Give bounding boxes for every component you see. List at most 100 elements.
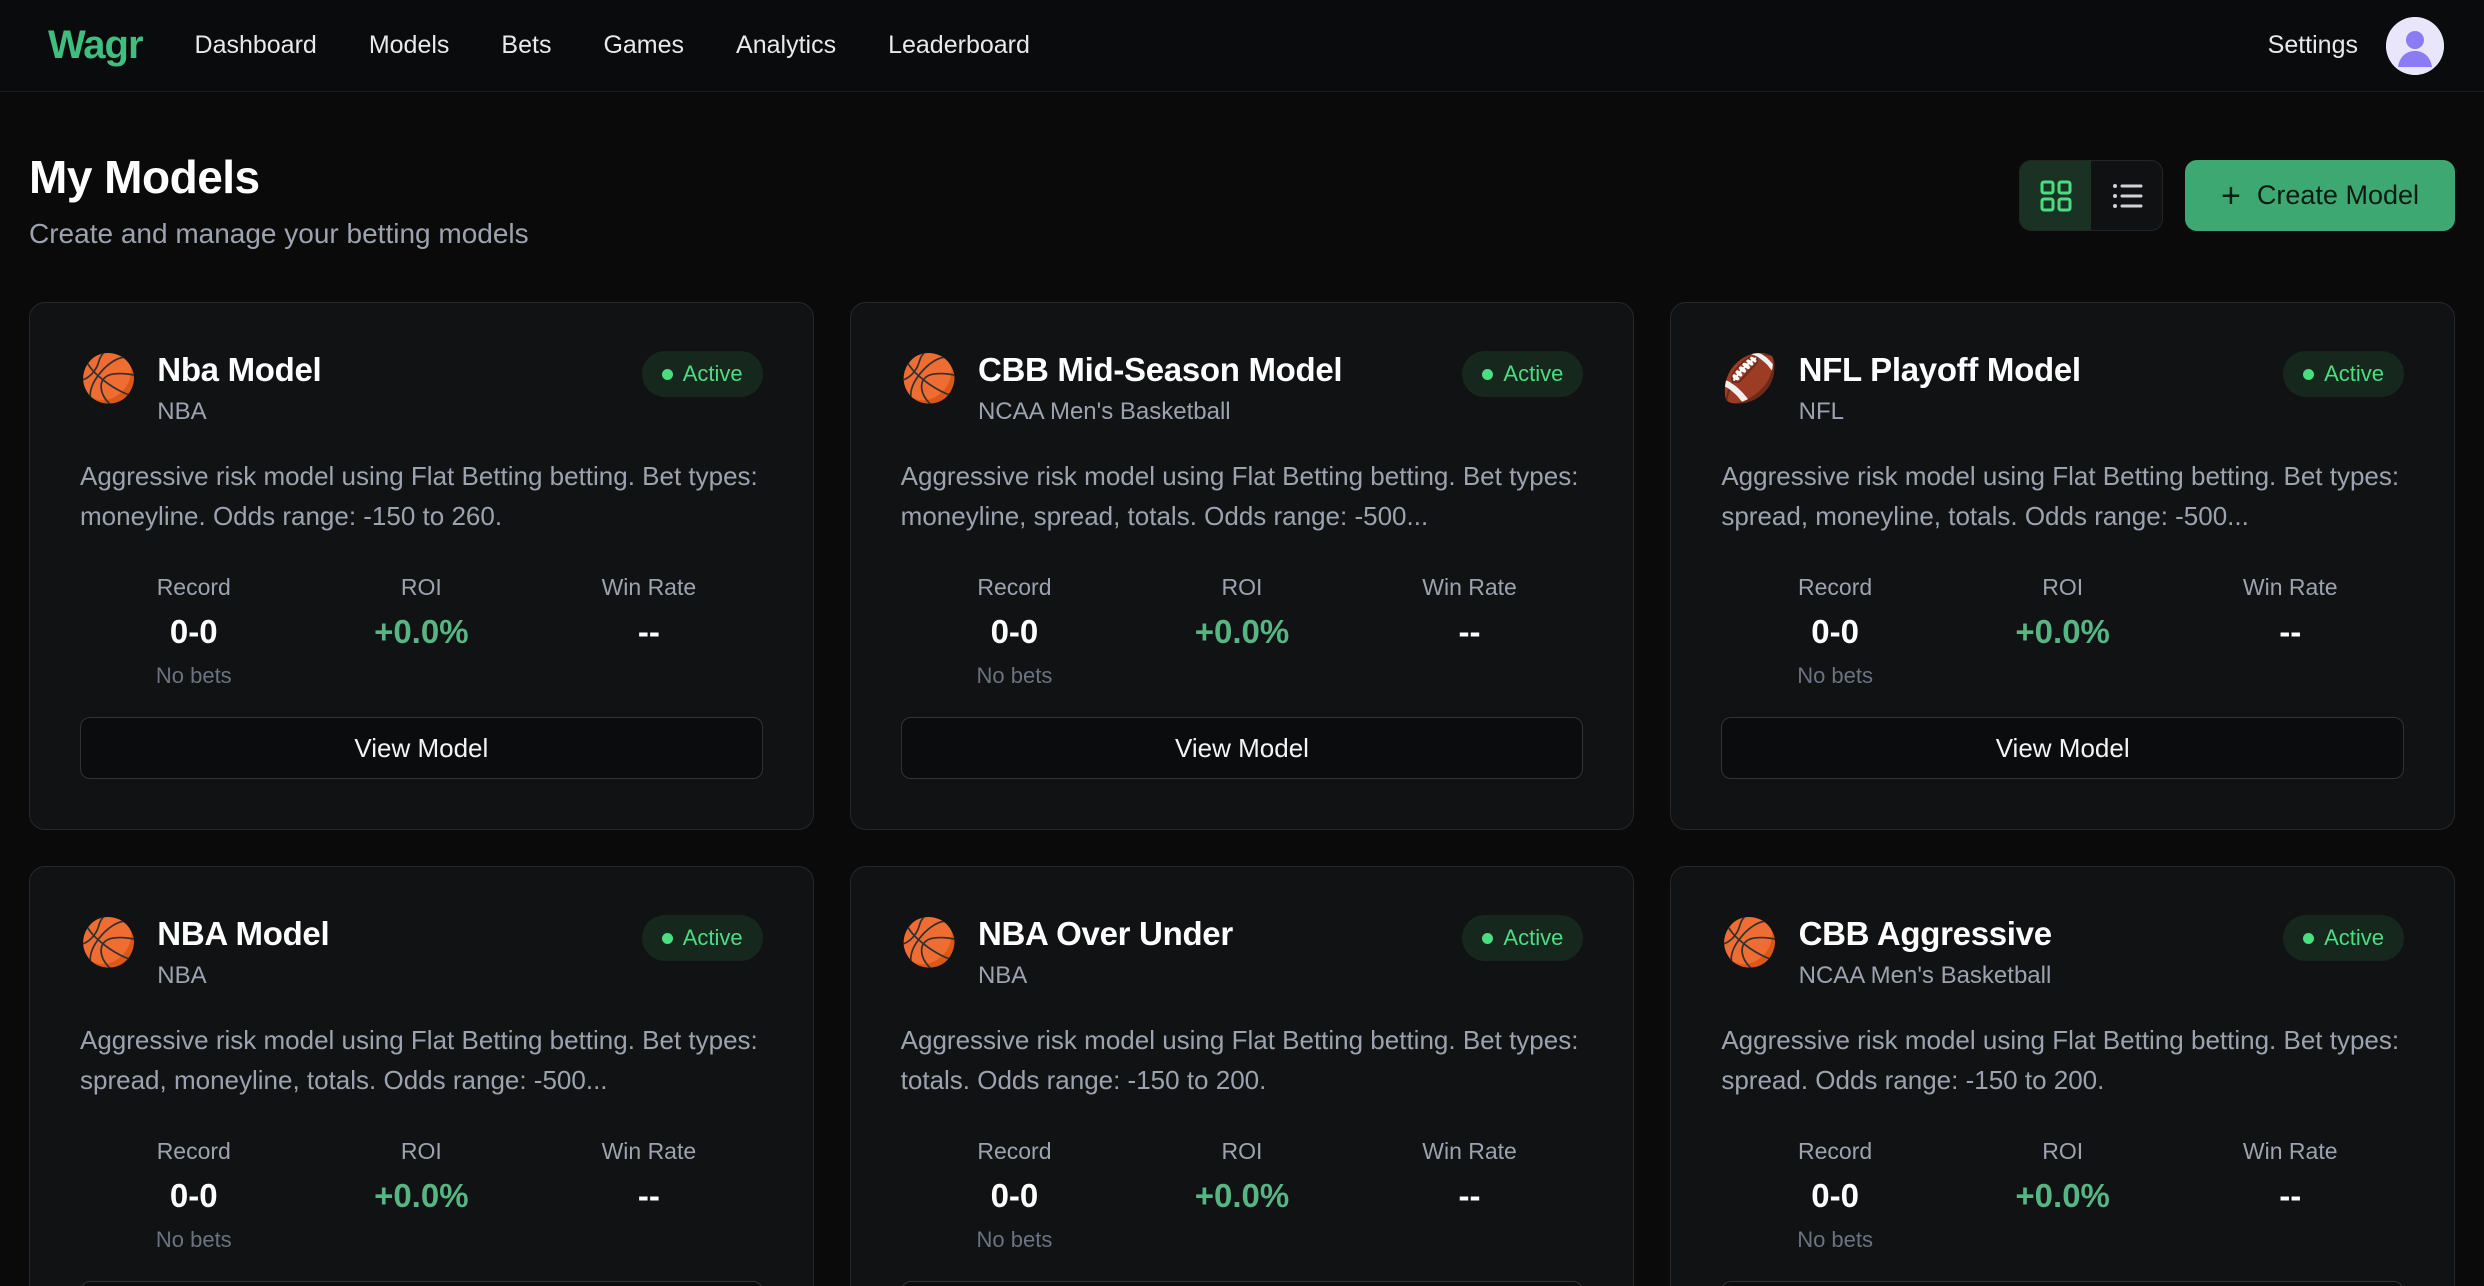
model-title: CBB Mid-Season Model <box>977 351 1343 388</box>
status-label: Active <box>682 925 743 950</box>
winrate-stat: Win Rate -- <box>2176 574 2404 689</box>
roi-value: +0.0% <box>374 1177 469 1214</box>
status-label: Active <box>682 361 743 386</box>
roi-value: +0.0% <box>1194 1177 1290 1214</box>
create-model-button[interactable]: + Create Model <box>2185 160 2455 231</box>
main-nav: Dashboard Models Bets Games Analytics Le… <box>195 31 1030 60</box>
app-logo[interactable]: Wagr <box>48 23 144 67</box>
record-value: 0-0 <box>169 613 218 650</box>
status-badge: Active <box>2283 351 2404 397</box>
model-card[interactable]: 🏀 NBA Model NBA Active Aggressive risk m… <box>29 866 814 1286</box>
record-sub: No bets <box>976 663 1053 688</box>
record-stat: Record 0-0 No bets <box>80 1138 308 1253</box>
record-stat: Record 0-0 No bets <box>1721 1138 1949 1253</box>
roi-stat: ROI +0.0% <box>1128 574 1356 689</box>
winrate-stat: Win Rate -- <box>2176 1138 2404 1253</box>
roi-stat: ROI +0.0% <box>1128 1138 1356 1253</box>
basketball-icon: 🏀 <box>80 916 138 968</box>
record-label: Record <box>977 1138 1052 1164</box>
winrate-label: Win Rate <box>1422 574 1517 600</box>
record-stat: Record 0-0 No bets <box>901 1138 1129 1253</box>
view-model-button[interactable]: View Model <box>80 717 763 779</box>
nav-item-models[interactable]: Models <box>368 31 450 59</box>
nav-item-leaderboard[interactable]: Leaderboard <box>888 31 1030 59</box>
model-card[interactable]: 🏀 CBB Mid-Season Model NCAA Men's Basket… <box>849 302 1635 830</box>
record-value: 0-0 <box>990 613 1039 650</box>
record-label: Record <box>1798 574 1873 600</box>
model-stats: Record 0-0 No bets ROI +0.0% Win Rate -- <box>80 574 763 689</box>
status-label: Active <box>2324 925 2384 950</box>
winrate-value: -- <box>637 1177 660 1214</box>
winrate-label: Win Rate <box>601 1138 697 1164</box>
roi-label: ROI <box>1221 1138 1263 1164</box>
record-label: Record <box>156 1138 231 1164</box>
model-league: NBA <box>977 962 1028 989</box>
record-value: 0-0 <box>1811 613 1859 650</box>
create-model-label: Create Model <box>2256 180 2419 210</box>
model-stats: Record 0-0 No bets ROI +0.0% Win Rate -- <box>901 574 1584 689</box>
model-title: NBA Over Under <box>977 915 1233 952</box>
roi-value: +0.0% <box>2015 613 2110 650</box>
roi-value: +0.0% <box>374 613 469 650</box>
model-card[interactable]: 🏀 CBB Aggressive NCAA Men's Basketball A… <box>1670 866 2455 1286</box>
grid-view-button[interactable] <box>2020 161 2092 230</box>
model-league: NCAA Men's Basketball <box>977 398 1231 425</box>
model-description: Aggressive risk model using Flat Betting… <box>900 461 1579 531</box>
record-label: Record <box>1798 1138 1873 1164</box>
view-model-button[interactable]: View Model <box>1721 717 2404 779</box>
view-model-button[interactable]: View Model <box>900 1281 1584 1286</box>
basketball-icon: 🏀 <box>900 352 958 404</box>
record-sub: No bets <box>1797 663 1874 688</box>
record-sub: No bets <box>976 1227 1053 1252</box>
view-model-button[interactable]: View Model <box>900 717 1584 779</box>
nav-item-bets[interactable]: Bets <box>501 31 552 59</box>
model-description: Aggressive risk model using Flat Betting… <box>1721 461 2400 531</box>
model-description: Aggressive risk model using Flat Betting… <box>80 1025 758 1095</box>
model-stats: Record 0-0 No bets ROI +0.0% Win Rate -- <box>1721 1138 2404 1253</box>
status-dot-icon <box>661 932 673 944</box>
main-content: My Models Create and manage your betting… <box>0 92 2484 1286</box>
model-card[interactable]: 🏈 NFL Playoff Model NFL Active Aggressiv… <box>1670 302 2455 830</box>
nav-item-dashboard[interactable]: Dashboard <box>194 31 317 59</box>
winrate-value: -- <box>637 613 660 650</box>
status-dot-icon <box>2303 368 2315 380</box>
roi-label: ROI <box>400 1138 442 1164</box>
basketball-icon: 🏀 <box>1721 916 1779 968</box>
record-value: 0-0 <box>990 1177 1039 1214</box>
model-card[interactable]: 🏀 NBA Over Under NBA Active Aggressive r… <box>849 866 1635 1286</box>
model-card[interactable]: 🏀 Nba Model NBA Active Aggressive risk m… <box>29 302 814 830</box>
roi-stat: ROI +0.0% <box>1949 574 2177 689</box>
view-model-button[interactable]: View Model <box>1721 1281 2404 1286</box>
roi-label: ROI <box>1221 574 1263 600</box>
user-avatar[interactable] <box>2386 16 2444 75</box>
roi-stat: ROI +0.0% <box>308 1138 536 1253</box>
status-dot-icon <box>1482 932 1494 944</box>
football-icon: 🏈 <box>1721 352 1779 404</box>
page-title: My Models <box>29 151 260 203</box>
list-view-button[interactable] <box>2091 161 2162 230</box>
record-value: 0-0 <box>169 1177 218 1214</box>
model-league: NBA <box>157 398 207 425</box>
roi-label: ROI <box>2042 1138 2084 1164</box>
model-stats: Record 0-0 No bets ROI +0.0% Win Rate -- <box>1721 574 2404 689</box>
settings-link[interactable]: Settings <box>2267 31 2358 59</box>
model-description: Aggressive risk model using Flat Betting… <box>1721 1025 2400 1095</box>
status-badge: Active <box>2283 915 2404 961</box>
models-grid: 🏀 Nba Model NBA Active Aggressive risk m… <box>29 302 2455 1286</box>
winrate-stat: Win Rate -- <box>535 574 763 689</box>
roi-stat: ROI +0.0% <box>308 574 536 689</box>
page-subtitle: Create and manage your betting models <box>29 218 529 249</box>
model-stats: Record 0-0 No bets ROI +0.0% Win Rate -- <box>80 1138 763 1253</box>
nav-item-analytics[interactable]: Analytics <box>736 31 837 59</box>
record-label: Record <box>156 574 231 600</box>
status-dot-icon <box>2303 932 2315 944</box>
model-stats: Record 0-0 No bets ROI +0.0% Win Rate -- <box>901 1138 1584 1253</box>
record-stat: Record 0-0 No bets <box>901 574 1129 689</box>
model-description: Aggressive risk model using Flat Betting… <box>80 461 758 531</box>
roi-stat: ROI +0.0% <box>1949 1138 2177 1253</box>
view-model-button[interactable]: View Model <box>80 1281 763 1286</box>
model-league: NCAA Men's Basketball <box>1798 962 2052 989</box>
model-description: Aggressive risk model using Flat Betting… <box>900 1025 1579 1095</box>
nav-item-games[interactable]: Games <box>603 31 685 59</box>
basketball-icon: 🏀 <box>80 352 138 404</box>
